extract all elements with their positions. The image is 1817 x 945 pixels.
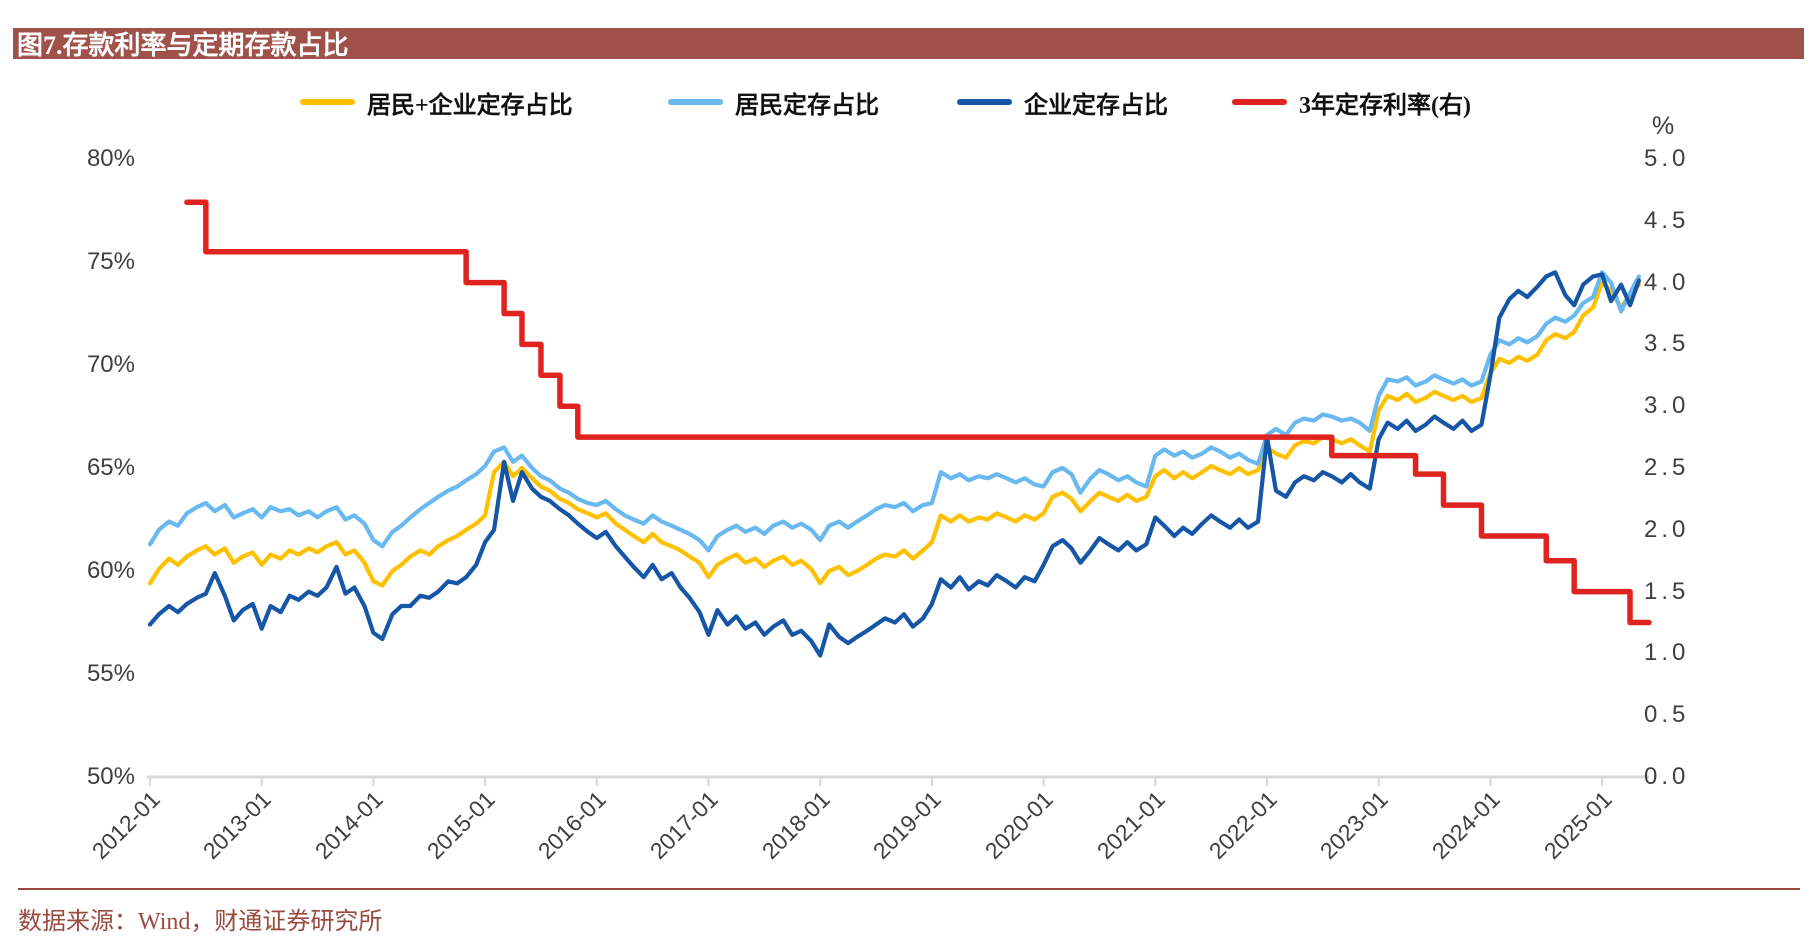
y-left-tick-label: 75% xyxy=(86,248,135,275)
legend-label-household: 居民定存占比 xyxy=(735,92,879,119)
legend-swatch-rate-icon xyxy=(1232,99,1287,105)
y-right-tick-label: 0.0 xyxy=(1644,763,1690,790)
y-right-tick-label: 2.0 xyxy=(1644,515,1690,543)
y-left-tick-label: 60% xyxy=(86,557,135,584)
legend-item-rate: 3年定存利率(右) xyxy=(1232,88,1471,119)
series-line-2 xyxy=(147,270,1642,658)
right-axis-unit: % xyxy=(1652,112,1675,140)
y-right-tick-label: 3.5 xyxy=(1644,330,1690,358)
legend-swatch-household-icon xyxy=(668,99,723,105)
series-line-3 xyxy=(184,199,1652,626)
source-note: 数据来源：Wind，财通证券研究所 xyxy=(18,909,383,935)
y-left-tick-label: 55% xyxy=(86,660,135,687)
y-left-tick-label: 50% xyxy=(86,763,135,790)
legend-swatch-corporate-icon xyxy=(957,99,1012,105)
y-right-tick-label: 3.0 xyxy=(1644,392,1690,420)
y-right-tick-label: 2.5 xyxy=(1644,454,1690,481)
y-right-tick-label: 4.0 xyxy=(1644,268,1690,296)
y-right-tick-label: 1.5 xyxy=(1644,577,1690,605)
legend-label-corporate: 企业定存占比 xyxy=(1024,92,1168,119)
legend-swatch-combined-icon xyxy=(300,99,355,105)
y-right-tick-label: 0.5 xyxy=(1644,701,1690,729)
legend-item-household: 居民定存占比 xyxy=(668,88,879,119)
y-right-tick-label: 1.0 xyxy=(1644,639,1690,667)
y-right-tick-label: 4.5 xyxy=(1644,206,1690,234)
y-right-tick-label: 5.0 xyxy=(1644,145,1690,172)
chart-legend: 居民+企业定存占比 居民定存占比 企业定存占比 3年定存利率(右) xyxy=(0,88,1817,119)
y-left-tick-label: 70% xyxy=(86,351,135,378)
legend-label-rate: 3年定存利率(右) xyxy=(1299,92,1471,119)
series-line-1 xyxy=(147,270,1642,553)
series-line-0 xyxy=(147,280,1642,588)
legend-item-corporate: 企业定存占比 xyxy=(957,88,1168,119)
y-left-tick-label: 80% xyxy=(86,145,135,172)
legend-item-combined: 居民+企业定存占比 xyxy=(300,88,573,119)
figure-title: 图7.存款利率与定期存款占比 xyxy=(17,31,349,60)
legend-label-combined: 居民+企业定存占比 xyxy=(367,92,573,119)
y-left-tick-label: 65% xyxy=(86,454,135,481)
footer-divider xyxy=(18,888,1800,890)
figure-title-bar: 图7.存款利率与定期存款占比 xyxy=(13,28,1804,60)
